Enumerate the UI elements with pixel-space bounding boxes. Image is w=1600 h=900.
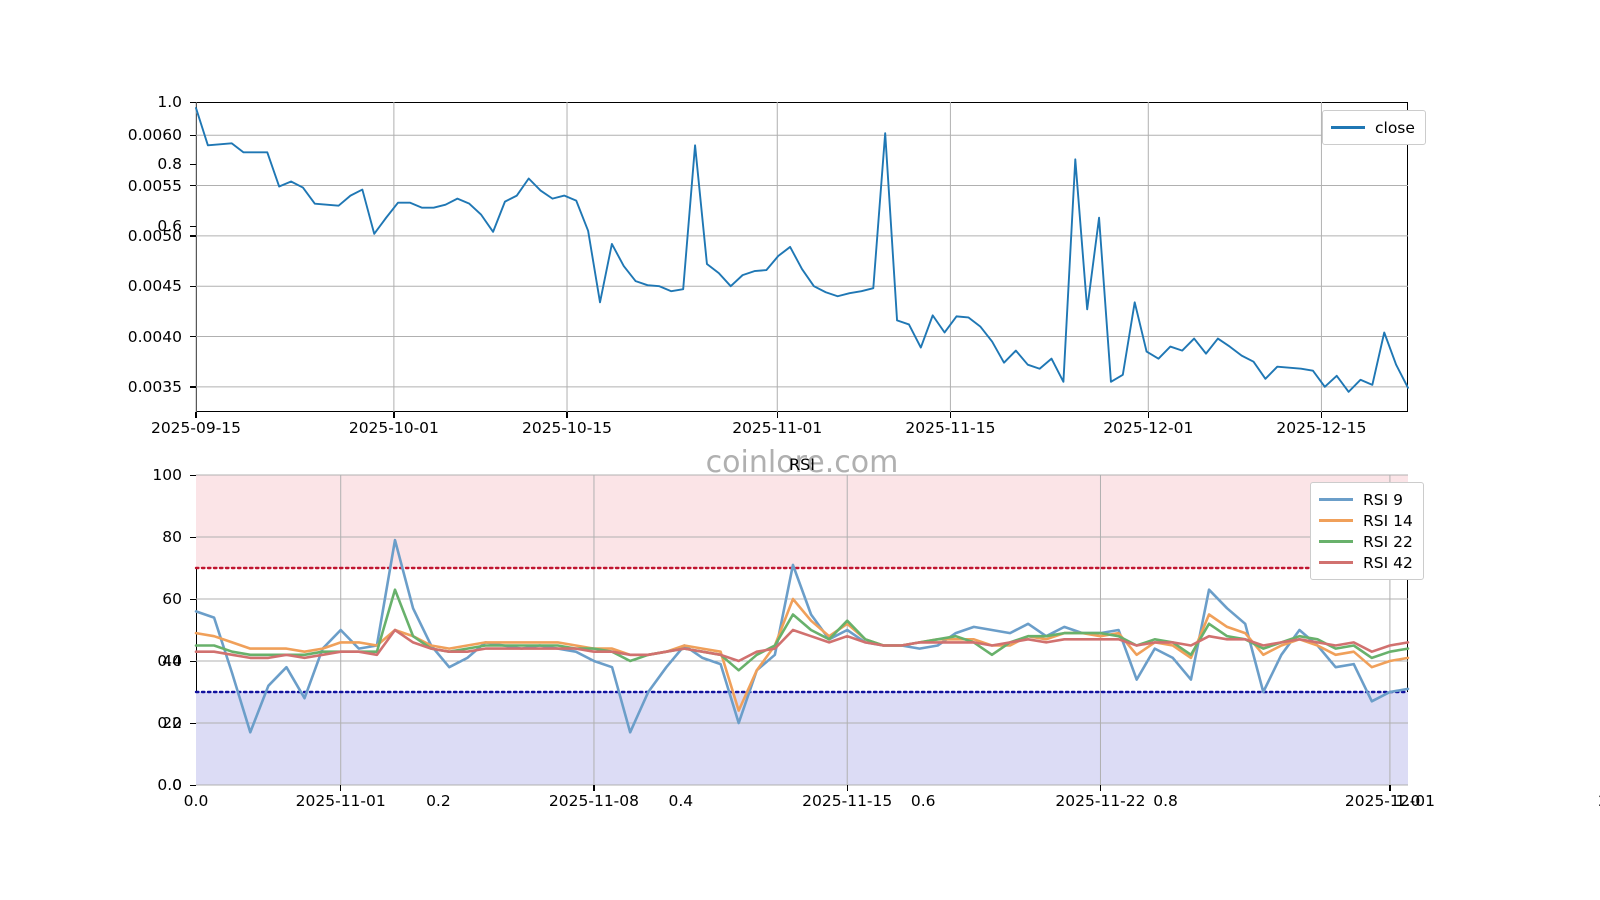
legend-color-swatch xyxy=(1319,561,1353,564)
watermark: coinlore.com xyxy=(705,445,899,480)
price-x-tick-label: 2025-12-01 xyxy=(1103,419,1194,437)
price-x-tick-label: 2025-11-15 xyxy=(905,419,996,437)
price-y-overlay-tick-mark xyxy=(190,225,196,227)
price-plot-background xyxy=(196,102,1408,412)
price-y-tick-mark xyxy=(190,185,196,187)
rsi-y-tick-mark xyxy=(190,598,196,600)
rsi-x-tick-mark xyxy=(340,785,342,791)
price-x-tick-label: 2025-10-01 xyxy=(348,419,439,437)
legend-item[interactable]: close xyxy=(1331,117,1415,138)
rsi-y-tick-label: 100 xyxy=(152,466,182,484)
price-x-tick-mark xyxy=(1147,412,1149,418)
price-y-overlay-tick-label: 0.8 xyxy=(157,155,182,173)
rsi-x-overlay-tick-label: 0.2 xyxy=(426,792,451,810)
price-y-tick-label: 0.0050 xyxy=(127,226,182,245)
rsi-y-overlay-tick-label: 0.4 xyxy=(157,652,182,670)
rsi-y-tick-mark xyxy=(190,536,196,538)
price-x-tick-mark xyxy=(1320,412,1323,418)
price-y-overlay-tick-mark xyxy=(190,101,196,103)
price-x-tick-mark xyxy=(566,412,568,418)
rsi-y-tick-label: 60 xyxy=(162,590,182,608)
legend-label: RSI 14 xyxy=(1363,511,1413,530)
price-y-tick-mark xyxy=(190,386,196,388)
rsi-x-tick-label: 2025-11-15 xyxy=(802,792,893,810)
rsi-y-overlay-tick-mark xyxy=(190,660,196,662)
rsi-y-tick-label: 40 xyxy=(162,652,182,670)
price-y-tick-label: 0.0045 xyxy=(127,277,182,296)
price-x-tick-label: 2025-10-15 xyxy=(521,419,613,437)
rsi-x-overlay-tick-label: 0.6 xyxy=(910,792,936,810)
price-legend: close xyxy=(1322,110,1426,145)
price-x-tick-label: 2025-09-15 xyxy=(150,419,242,437)
price-chart-panel xyxy=(195,102,1409,412)
price-x-tick-mark xyxy=(393,412,395,418)
price-y-tick-label: 0.0035 xyxy=(127,377,182,396)
rsi-y-overlay-tick-mark xyxy=(190,722,196,724)
rsi-y-overlay-tick-mark xyxy=(190,784,196,786)
price-y-tick-mark xyxy=(190,235,196,237)
legend-color-swatch xyxy=(1319,540,1353,543)
price-x-tick-mark xyxy=(195,412,197,418)
price-y-tick-mark xyxy=(190,134,196,136)
rsi-y-tick-label: 0 xyxy=(172,776,182,794)
rsi-y-tick-label: 20 xyxy=(162,714,182,732)
price-y-tick-mark xyxy=(190,336,196,338)
legend-label: RSI 9 xyxy=(1363,490,1403,509)
rsi-plot-area xyxy=(194,474,1410,786)
price-x-tick-label: 2025-12-15 xyxy=(1276,419,1367,437)
legend-item[interactable]: RSI 9 xyxy=(1319,489,1413,510)
rsi-x-tick-label: 2025-11-01 xyxy=(295,792,386,810)
rsi-chart-title: RSI xyxy=(789,455,815,474)
price-x-tick-label: 2025-11-01 xyxy=(732,419,823,437)
rsi-x-tick-mark xyxy=(593,785,595,791)
price-y-tick-label: 0.0055 xyxy=(127,176,182,195)
legend-item[interactable]: RSI 42 xyxy=(1319,552,1413,573)
rsi-x-tick-mark xyxy=(1389,785,1391,791)
price-y-overlay-tick-label: 1.0 xyxy=(157,93,182,111)
legend-item[interactable]: RSI 22 xyxy=(1319,531,1413,552)
rsi-x-overlay-tick-label: 0.8 xyxy=(1153,792,1178,810)
legend-label: RSI 42 xyxy=(1363,553,1413,572)
legend-color-swatch xyxy=(1331,126,1365,129)
price-y-overlay-tick-label: 0.6 xyxy=(157,217,182,235)
rsi-y-tick-mark xyxy=(190,474,196,476)
legend-color-swatch xyxy=(1319,519,1353,522)
price-plot-area xyxy=(195,102,1409,412)
rsi-chart-panel xyxy=(194,474,1410,786)
rsi-x-tick-label: 2025-11-22 xyxy=(1055,792,1146,810)
rsi-x-tick-label: 2025-12-08 xyxy=(1598,792,1600,810)
rsi-x-tick-label: 2025-11-08 xyxy=(548,792,640,810)
price-y-tick-mark xyxy=(190,285,196,287)
legend-item[interactable]: RSI 14 xyxy=(1319,510,1413,531)
rsi-x-tick-label: 2025-12-01 xyxy=(1344,792,1435,810)
rsi-x-tick-mark xyxy=(846,785,848,791)
rsi-y-overlay-tick-label: 0.2 xyxy=(157,714,182,732)
rsi-y-tick-label: 80 xyxy=(162,528,182,546)
rsi-x-tick-mark xyxy=(1099,785,1102,791)
price-y-tick-label: 0.0060 xyxy=(127,126,182,145)
rsi-y-overlay-tick-label: 0.0 xyxy=(157,776,182,794)
rsi-x-overlay-tick-label: 1.0 xyxy=(1395,792,1421,810)
price-x-tick-mark xyxy=(776,412,778,418)
rsi-x-overlay-tick-label: 0.4 xyxy=(668,792,694,810)
legend-label: close xyxy=(1375,118,1415,137)
price-y-overlay-tick-mark xyxy=(190,163,196,165)
legend-color-swatch xyxy=(1319,498,1353,501)
legend-label: RSI 22 xyxy=(1363,532,1413,551)
price-y-tick-label: 0.0040 xyxy=(127,327,182,346)
rsi-x-overlay-tick-label: 0.0 xyxy=(183,792,209,810)
rsi-legend: RSI 9 RSI 14 RSI 22 RSI 42 xyxy=(1310,482,1424,580)
price-x-tick-mark xyxy=(949,412,952,418)
